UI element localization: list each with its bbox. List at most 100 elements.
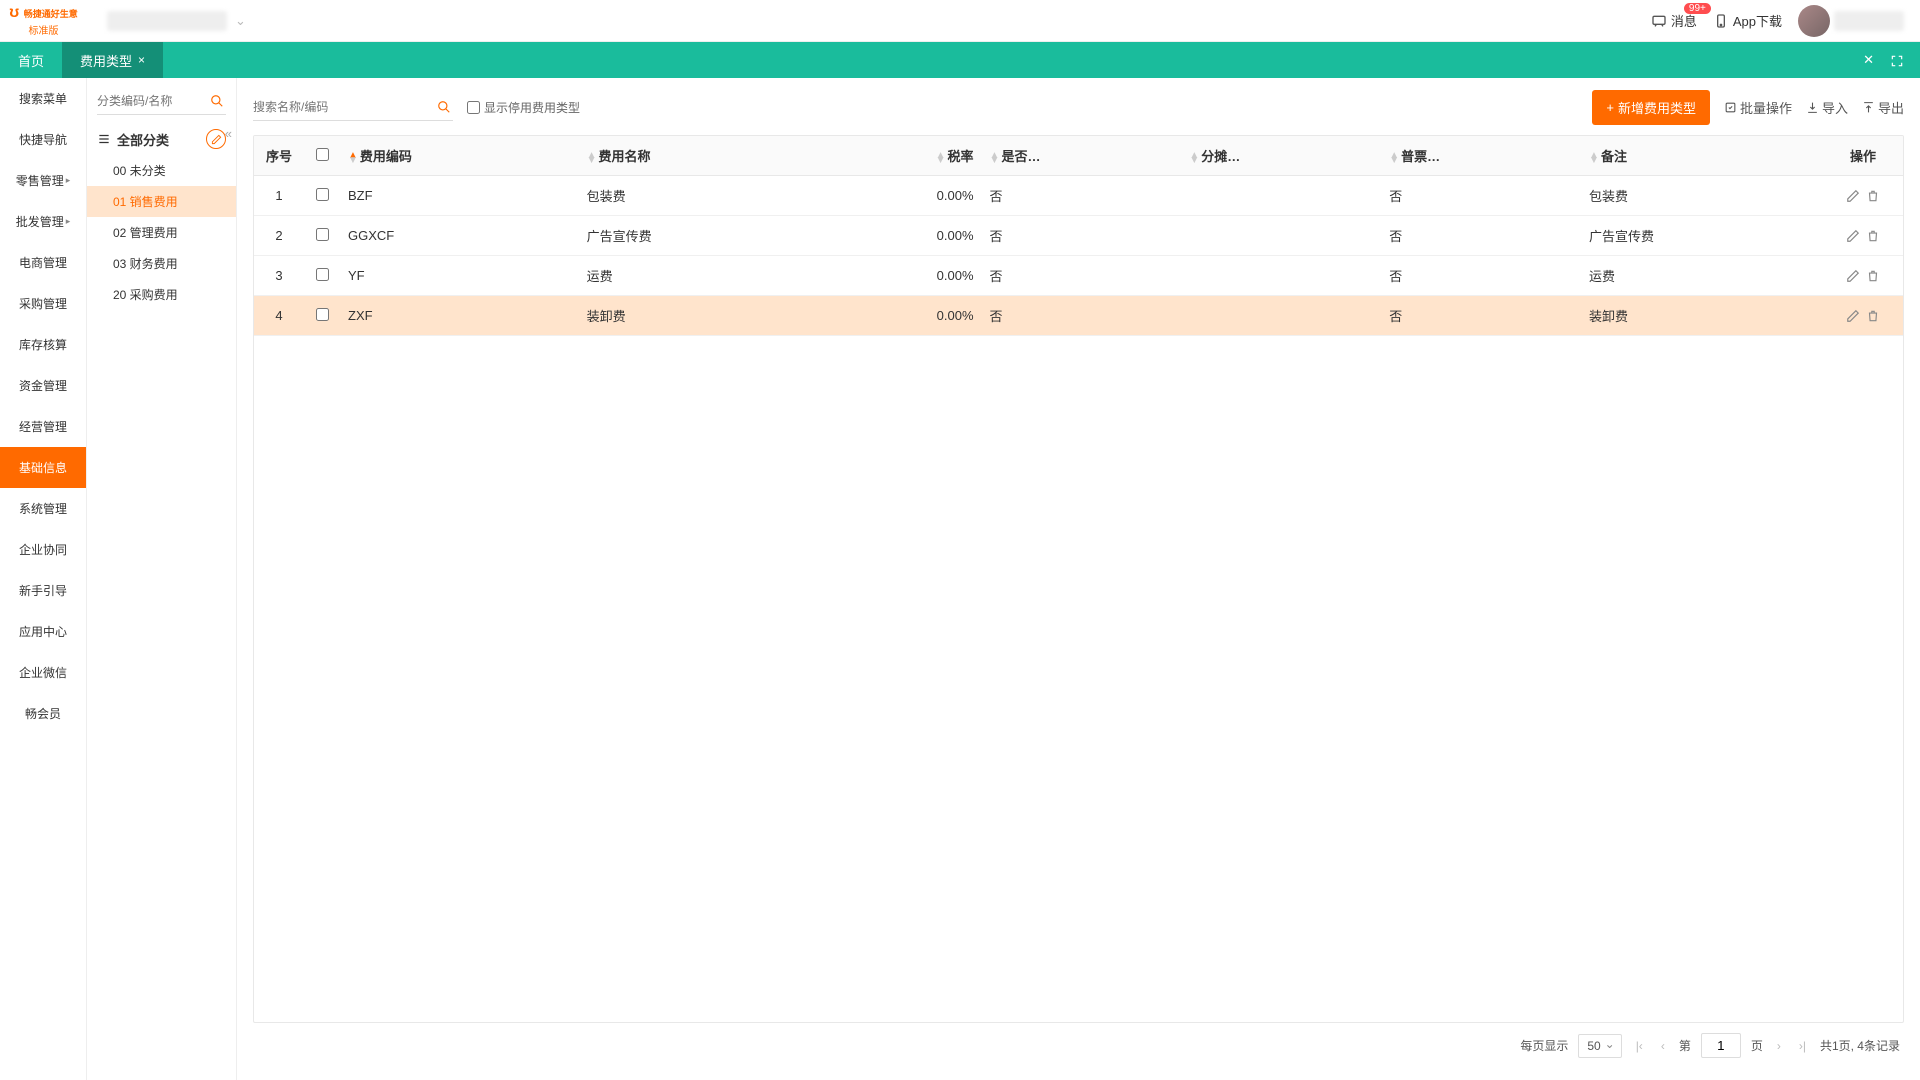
plus-icon: + xyxy=(1606,100,1614,115)
next-page-icon[interactable]: › xyxy=(1773,1037,1785,1055)
category-all[interactable]: 全部分类 xyxy=(87,123,236,155)
delete-icon[interactable] xyxy=(1866,268,1880,283)
delete-icon[interactable] xyxy=(1866,228,1880,243)
table-row[interactable]: 3YF运费0.00%否否运费 xyxy=(254,256,1903,296)
search-icon[interactable] xyxy=(437,98,451,114)
sidebar-item-13[interactable]: 应用中心 xyxy=(0,611,86,652)
search-icon[interactable] xyxy=(210,92,224,108)
sidebar-item-label: 经营管理 xyxy=(19,418,67,435)
sidebar-item-10[interactable]: 系统管理 xyxy=(0,488,86,529)
prev-page-icon[interactable]: ‹ xyxy=(1657,1037,1669,1055)
user-menu[interactable] xyxy=(1798,5,1904,37)
edit-icon[interactable] xyxy=(1846,188,1860,203)
col-index[interactable]: 序号 xyxy=(254,136,304,176)
sidebar-item-3[interactable]: 批发管理▸ xyxy=(0,201,86,242)
cell-index: 4 xyxy=(254,296,304,336)
batch-icon xyxy=(1724,101,1737,114)
category-item-2[interactable]: 02 管理费用 xyxy=(87,217,236,248)
table-row[interactable]: 1BZF包装费0.00%否否包装费 xyxy=(254,176,1903,216)
select-all-checkbox[interactable] xyxy=(316,148,329,161)
sidebar-item-label: 快捷导航 xyxy=(19,131,67,148)
messages-button[interactable]: 消息 99+ xyxy=(1651,11,1697,30)
collapse-panel-icon[interactable]: « xyxy=(225,126,232,141)
table-container: 序号 ▲▼费用编码 ▲▼费用名称 ▲▼税率 ▲▼是否… ▲▼分摊… ▲▼普票… … xyxy=(253,135,1904,1023)
app-download-button[interactable]: App下载 xyxy=(1713,11,1782,30)
sidebar-item-15[interactable]: 畅会员 xyxy=(0,693,86,734)
cell-rate: 0.00% xyxy=(821,296,982,336)
sidebar-item-7[interactable]: 资金管理 xyxy=(0,365,86,406)
category-all-label: 全部分类 xyxy=(117,130,169,149)
logo-subtitle: 标准版 xyxy=(29,22,59,37)
edit-icon[interactable] xyxy=(1846,268,1860,283)
col-invoice[interactable]: ▲▼普票… xyxy=(1381,136,1581,176)
show-disabled-checkbox[interactable]: 显示停用费用类型 xyxy=(467,99,580,116)
cell-name: 运费 xyxy=(579,256,821,296)
table-row[interactable]: 2GGXCF广告宣传费0.00%否否广告宣传费 xyxy=(254,216,1903,256)
export-button[interactable]: 导出 xyxy=(1862,98,1904,117)
tab-0[interactable]: 首页 xyxy=(0,42,62,78)
company-selector[interactable]: ⌄ xyxy=(107,11,1651,31)
sidebar-item-8[interactable]: 经营管理 xyxy=(0,406,86,447)
category-item-0[interactable]: 00 未分类 xyxy=(87,155,236,186)
logo-icon: ʊ 畅捷通好生意 xyxy=(9,4,77,22)
col-code[interactable]: ▲▼费用编码 xyxy=(340,136,579,176)
sidebar-item-11[interactable]: 企业协同 xyxy=(0,529,86,570)
delete-icon[interactable] xyxy=(1866,308,1880,323)
per-page-select[interactable]: 50 xyxy=(1578,1034,1621,1058)
sidebar-item-12[interactable]: 新手引导 xyxy=(0,570,86,611)
edit-icon[interactable] xyxy=(1846,228,1860,243)
col-rate[interactable]: ▲▼税率 xyxy=(821,136,982,176)
cell-share xyxy=(1181,296,1381,336)
sidebar-item-0[interactable]: 搜索菜单 xyxy=(0,78,86,119)
sidebar-item-label: 搜索菜单 xyxy=(19,90,67,107)
page-input[interactable] xyxy=(1701,1033,1741,1058)
sidebar-item-1[interactable]: 快捷导航 xyxy=(0,119,86,160)
sidebar-item-label: 系统管理 xyxy=(19,500,67,517)
category-item-4[interactable]: 20 采购费用 xyxy=(87,279,236,310)
show-disabled-input[interactable] xyxy=(467,101,480,114)
category-item-1[interactable]: 01 销售费用 xyxy=(87,186,236,217)
sidebar-item-14[interactable]: 企业微信 xyxy=(0,652,86,693)
import-button[interactable]: 导入 xyxy=(1806,98,1848,117)
tab-1[interactable]: 费用类型 × xyxy=(62,42,163,78)
category-edit-button[interactable] xyxy=(206,129,226,149)
category-item-3[interactable]: 03 财务费用 xyxy=(87,248,236,279)
row-checkbox[interactable] xyxy=(316,268,329,281)
last-page-icon[interactable]: ›| xyxy=(1795,1037,1810,1055)
category-search-input[interactable] xyxy=(97,88,226,115)
sidebar-item-label: 企业协同 xyxy=(19,541,67,558)
col-name[interactable]: ▲▼费用名称 xyxy=(579,136,821,176)
sidebar-item-4[interactable]: 电商管理 xyxy=(0,242,86,283)
cell-code: YF xyxy=(340,256,579,296)
sidebar-item-5[interactable]: 采购管理 xyxy=(0,283,86,324)
main-container: 搜索菜单快捷导航零售管理▸批发管理▸电商管理采购管理库存核算资金管理经营管理基础… xyxy=(0,78,1920,1080)
close-tab-icon[interactable]: ✕ xyxy=(1859,48,1878,72)
fullscreen-icon[interactable] xyxy=(1886,48,1908,72)
sidebar-item-2[interactable]: 零售管理▸ xyxy=(0,160,86,201)
col-isx[interactable]: ▲▼是否… xyxy=(982,136,1182,176)
row-checkbox[interactable] xyxy=(316,188,329,201)
batch-ops-button[interactable]: 批量操作 xyxy=(1724,98,1792,117)
tab-close-icon[interactable]: × xyxy=(138,53,145,67)
first-page-icon[interactable]: |‹ xyxy=(1632,1037,1647,1055)
row-checkbox[interactable] xyxy=(316,228,329,241)
col-remark[interactable]: ▲▼备注 xyxy=(1581,136,1823,176)
table-row[interactable]: 4ZXF装卸费0.00%否否装卸费 xyxy=(254,296,1903,336)
sidebar-item-6[interactable]: 库存核算 xyxy=(0,324,86,365)
new-expense-type-button[interactable]: + 新增费用类型 xyxy=(1592,90,1710,125)
sidebar-item-9[interactable]: 基础信息 xyxy=(0,447,86,488)
show-disabled-label: 显示停用费用类型 xyxy=(484,99,580,116)
cell-isx: 否 xyxy=(982,296,1182,336)
col-share[interactable]: ▲▼分摊… xyxy=(1181,136,1381,176)
sidebar-nav: 搜索菜单快捷导航零售管理▸批发管理▸电商管理采购管理库存核算资金管理经营管理基础… xyxy=(0,78,87,1080)
cell-isx: 否 xyxy=(982,216,1182,256)
edit-icon[interactable] xyxy=(1846,308,1860,323)
chevron-down-icon: ⌄ xyxy=(235,13,246,29)
row-checkbox[interactable] xyxy=(316,308,329,321)
cell-check xyxy=(304,256,340,296)
delete-icon[interactable] xyxy=(1866,188,1880,203)
col-checkbox[interactable] xyxy=(304,136,340,176)
tab-label: 费用类型 xyxy=(80,51,132,70)
search-input[interactable] xyxy=(253,94,453,121)
cell-check xyxy=(304,176,340,216)
